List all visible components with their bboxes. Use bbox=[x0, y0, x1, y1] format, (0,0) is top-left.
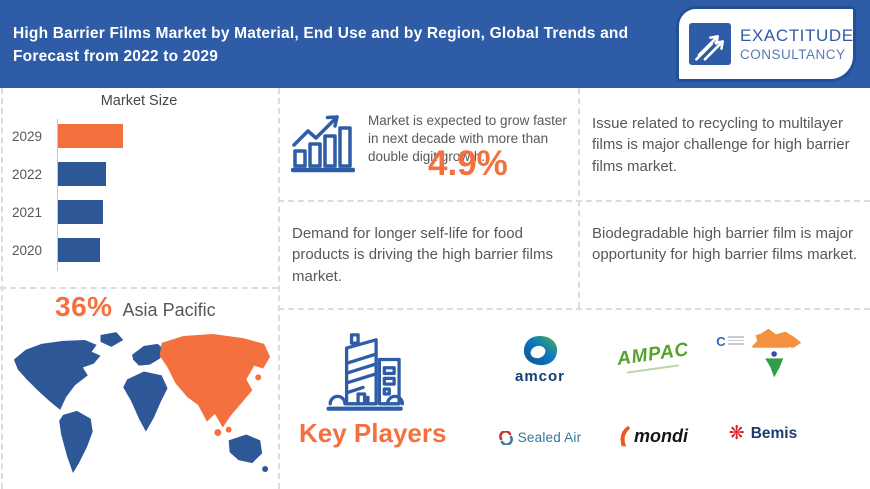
bar-row: 2022 bbox=[0, 155, 278, 193]
opportunity-text: Biodegradable high barrier film is major… bbox=[592, 225, 858, 264]
bar-label-2020: 2020 bbox=[12, 242, 43, 258]
bar-row: 2020 bbox=[0, 231, 278, 269]
brand-tagline: CONSULTANCY bbox=[740, 47, 846, 62]
sealed-air-swirl-icon bbox=[498, 430, 513, 445]
sealed-air-logo: Sealed Air bbox=[496, 430, 584, 445]
growth-value: 4.9% bbox=[428, 144, 508, 183]
region-label: Asia Pacific bbox=[122, 300, 216, 320]
divider-left-column bbox=[0, 287, 278, 289]
exactitude-arrows-icon bbox=[689, 23, 731, 65]
mondi-logo: mondi bbox=[612, 424, 694, 448]
key-players-building-icon bbox=[326, 333, 404, 411]
bar-row: 2021 bbox=[0, 193, 278, 231]
growth-trend-icon bbox=[291, 115, 355, 173]
bar-2029 bbox=[57, 124, 123, 148]
amcor-logo: amcor bbox=[503, 335, 577, 385]
market-size-chart: Market Size 2029 2022 2021 2020 bbox=[0, 93, 278, 271]
region-percent: 36% bbox=[55, 291, 113, 322]
world-map bbox=[13, 332, 271, 473]
divider-row-1 bbox=[278, 200, 870, 202]
sealed-air-wordmark: Sealed Air bbox=[517, 430, 582, 445]
bar-2020 bbox=[57, 238, 100, 262]
divider-vertical-2 bbox=[578, 88, 580, 308]
page-title: High Barrier Films Market by Material, E… bbox=[13, 25, 629, 65]
bar-2021 bbox=[57, 200, 103, 224]
driver-text: Demand for longer self-life for food pro… bbox=[292, 225, 553, 285]
brand-name: EXACTITUDE bbox=[740, 26, 854, 45]
bar-label-2021: 2021 bbox=[12, 204, 43, 220]
challenge-text: Issue related to recycling to multilayer… bbox=[592, 115, 850, 175]
bar-rows: 2029 2022 2021 2020 bbox=[0, 117, 278, 269]
divider-row-2 bbox=[278, 308, 870, 310]
mondi-wordmark: mondi bbox=[634, 425, 688, 446]
header: High Barrier Films Market by Material, E… bbox=[0, 0, 870, 88]
bar-label-2022: 2022 bbox=[12, 166, 43, 182]
chart-title: Market Size bbox=[100, 93, 178, 109]
key-players-title: Key Players bbox=[299, 418, 447, 448]
bar-area: 2029 2022 2021 2020 bbox=[0, 117, 278, 271]
bar-2022 bbox=[57, 162, 106, 186]
india-map-logo: C bbox=[714, 326, 806, 382]
ampac-logo: AMPAC bbox=[608, 339, 698, 374]
c-logo-text-lines bbox=[727, 336, 744, 347]
exactitude-logo: EXACTITUDE CONSULTANCY bbox=[676, 6, 856, 82]
bar-label-2029: 2029 bbox=[12, 128, 43, 144]
amcor-wordmark: amcor bbox=[514, 368, 566, 385]
region-highlight: 36% Asia Pacific bbox=[55, 291, 216, 323]
mondi-flame-icon bbox=[620, 425, 631, 447]
chart-axis bbox=[57, 119, 58, 271]
bemis-logo: ❋ Bemis bbox=[720, 424, 806, 443]
divider-vertical-1 bbox=[278, 88, 280, 489]
c-monogram: C bbox=[716, 334, 726, 349]
amcor-swirl-icon bbox=[523, 336, 558, 366]
bar-row: 2029 bbox=[0, 117, 278, 155]
india-map-icon bbox=[751, 328, 801, 378]
bemis-wordmark: Bemis bbox=[750, 424, 798, 442]
bemis-pinwheel-icon: ❋ bbox=[728, 423, 745, 444]
brand-text: EXACTITUDE CONSULTANCY bbox=[740, 26, 854, 62]
ampac-wordmark: AMPAC bbox=[615, 339, 691, 370]
growth-text: Market is expected to grow faster in nex… bbox=[368, 113, 567, 164]
